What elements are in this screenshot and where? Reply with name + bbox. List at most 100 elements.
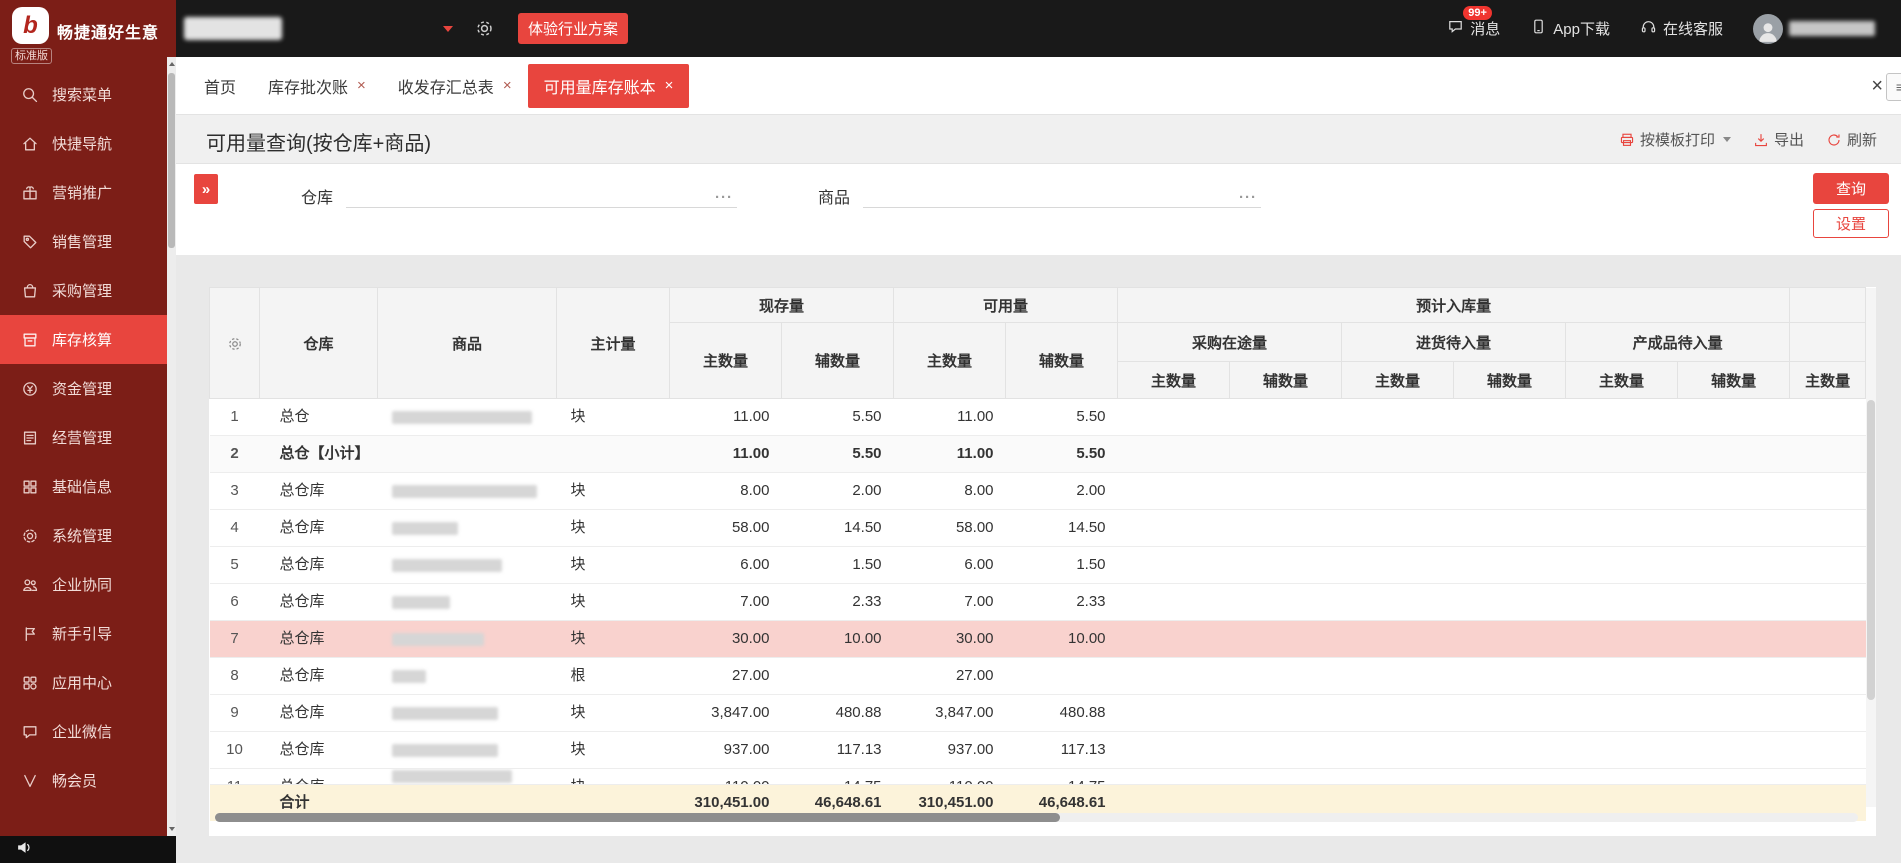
vertical-scrollbar-thumb[interactable] <box>1867 400 1875 700</box>
table-row[interactable]: 2 总仓【小计】 11.00 5.50 11.00 5.50 <box>209 435 1866 473</box>
warehouse-label: 仓库 <box>301 190 334 207</box>
close-tabs-button[interactable]: × <box>1871 74 1883 97</box>
tab-inout-summary[interactable]: 收发存汇总表 × <box>397 77 512 97</box>
online-service-button[interactable]: 在线客服 <box>1640 18 1723 39</box>
product-label: 商品 <box>818 190 851 207</box>
tab-home[interactable]: 首页 <box>204 79 237 97</box>
warehouse-input[interactable]: ··· <box>346 180 737 208</box>
refresh-button[interactable]: 刷新 <box>1826 129 1877 150</box>
page-header: 可用量查询(按仓库+商品) 按模板打印 导出 刷新 <box>176 115 1901 164</box>
sidebar-scrollbar-thumb[interactable] <box>168 73 175 248</box>
product-more-icon[interactable]: ··· <box>1239 189 1257 206</box>
product-name-redacted <box>391 743 498 757</box>
table-row[interactable]: 6 总仓库块 7.00 2.33 7.00 2.33 <box>209 583 1866 621</box>
table-row[interactable]: 1 总仓块 11.00 5.50 11.00 5.50 <box>209 398 1866 436</box>
company-name-redacted[interactable] <box>184 17 282 40</box>
horizontal-scrollbar-thumb[interactable] <box>215 813 1060 822</box>
table-row[interactable]: 9 总仓库块 3,847.00 480.88 3,847.00 480.88 <box>209 694 1866 732</box>
query-button[interactable]: 查询 <box>1813 173 1889 204</box>
product-name-redacted <box>391 410 532 424</box>
sidebar-item-guide[interactable]: 新手引导 <box>0 609 167 658</box>
table-row[interactable]: 5 总仓库块 6.00 1.50 6.00 1.50 <box>209 546 1866 584</box>
avatar[interactable] <box>1753 13 1783 44</box>
user-account[interactable] <box>1753 13 1875 44</box>
product-name-redacted <box>391 484 537 498</box>
sidebar-item-base-info[interactable]: 基础信息 <box>0 462 167 511</box>
horizontal-scrollbar[interactable] <box>215 813 1858 822</box>
expand-filter-button[interactable]: » <box>194 174 218 204</box>
scroll-up-arrow[interactable] <box>168 62 175 66</box>
sidebar-item-marketing[interactable]: 营销推广 <box>0 168 167 217</box>
col-header-qty-main: 主数量 <box>1117 361 1231 399</box>
subgroup-header-receipt: 进货待入量 <box>1341 322 1567 362</box>
sidebar-item-app-center[interactable]: 应用中心 <box>0 658 167 707</box>
table-row[interactable]: 10 总仓库块 937.00 117.13 937.00 117.13 <box>209 731 1866 769</box>
sidebar-item-purchase[interactable]: 采购管理 <box>0 266 167 315</box>
topbar: 体验行业方案 99+ 消息 App下载 在线客服 <box>176 0 1901 57</box>
sidebar-menu: 搜索菜单 快捷导航 营销推广 销售管理 采购管理 库存核算 资金管理 经营管理 基础信息 系统管理… <box>0 70 167 805</box>
operations-icon <box>21 429 39 447</box>
funds-icon <box>21 380 39 398</box>
tab-close-icon[interactable]: × <box>502 77 512 94</box>
username-redacted <box>1789 21 1875 36</box>
sidebar-item-operations[interactable]: 经营管理 <box>0 413 167 462</box>
product-name-redacted <box>391 770 512 783</box>
group-header-available: 可用量 <box>893 287 1119 323</box>
sidebar-item-system[interactable]: 系统管理 <box>0 511 167 560</box>
export-button[interactable]: 导出 <box>1753 129 1804 150</box>
tab-available-ledger[interactable]: 可用量库存账本 × <box>527 63 690 108</box>
settings-gear-icon[interactable] <box>475 19 494 38</box>
trial-solution-button[interactable]: 体验行业方案 <box>518 13 628 44</box>
sidebar-item-member[interactable]: 畅会员 <box>0 756 167 805</box>
sidebar-item-funds[interactable]: 资金管理 <box>0 364 167 413</box>
table-row[interactable]: 7 总仓库块 30.00 10.00 30.00 10.00 <box>209 620 1866 658</box>
table-row[interactable]: 4 总仓库块 58.00 14.50 58.00 14.50 <box>209 509 1866 547</box>
message-icon <box>1447 18 1464 39</box>
filter-panel: » 仓库 ··· 商品 ··· 查询 设置 <box>176 164 1901 255</box>
sidebar: b 畅捷通好生意 标准版 搜索菜单 快捷导航 营销推广 销售管理 采购管理 库存核算 资金管… <box>0 0 176 863</box>
column-settings-gear[interactable] <box>209 287 260 399</box>
print-by-template-button[interactable]: 按模板打印 <box>1619 129 1731 150</box>
vertical-scrollbar[interactable] <box>1866 288 1876 807</box>
tab-batch-ledger[interactable]: 库存批次账 × <box>268 77 366 97</box>
message-badge: 99+ <box>1463 6 1492 20</box>
phone-icon <box>1530 18 1547 39</box>
col-header-qty-aux: 辅数量 <box>1677 361 1791 399</box>
sidebar-scrollbar[interactable] <box>167 57 176 836</box>
group-header-partial <box>1789 287 1867 323</box>
subgroup-header-finished: 产成品待入量 <box>1565 322 1791 362</box>
product-input[interactable]: ··· <box>863 180 1261 208</box>
col-header-qty-main: 主数量 <box>893 322 1007 399</box>
tab-list-icon[interactable]: ≡ <box>1886 73 1901 101</box>
headset-icon <box>1640 18 1657 39</box>
app-download-button[interactable]: App下载 <box>1530 18 1610 39</box>
sidebar-item-search[interactable]: 搜索菜单 <box>0 70 167 119</box>
tab-close-icon[interactable]: × <box>357 77 366 94</box>
table-row[interactable]: 3 总仓库块 8.00 2.00 8.00 2.00 <box>209 472 1866 510</box>
sidebar-item-sales[interactable]: 销售管理 <box>0 217 167 266</box>
subgroup-header-purchase: 采购在途量 <box>1117 322 1343 362</box>
settings-button[interactable]: 设置 <box>1813 209 1889 238</box>
search-icon <box>21 86 39 104</box>
message-button[interactable]: 99+ 消息 <box>1447 6 1500 39</box>
edition-badge: 标准版 <box>11 48 52 64</box>
marketing-icon <box>21 184 39 202</box>
announcement-speaker-icon[interactable] <box>16 839 33 861</box>
collaboration-icon <box>21 576 39 594</box>
sidebar-item-wechat[interactable]: 企业微信 <box>0 707 167 756</box>
product-name-redacted <box>391 558 502 572</box>
sidebar-item-quick-nav[interactable]: 快捷导航 <box>0 119 167 168</box>
print-dropdown-caret[interactable] <box>1722 137 1731 142</box>
company-dropdown-caret[interactable] <box>443 26 453 32</box>
sidebar-item-collaboration[interactable]: 企业协同 <box>0 560 167 609</box>
col-header-qty-aux: 辅数量 <box>1453 361 1567 399</box>
scroll-down-arrow[interactable] <box>168 827 175 831</box>
group-header-stock: 现存量 <box>668 287 895 323</box>
tab-close-icon[interactable]: × <box>664 77 674 94</box>
table-row[interactable]: 8 总仓库根 27.00 27.00 <box>209 657 1866 695</box>
subgroup-header-partial <box>1789 322 1867 362</box>
warehouse-more-icon[interactable]: ··· <box>715 189 733 206</box>
sidebar-item-inventory[interactable]: 库存核算 <box>0 315 167 364</box>
col-header-qty-aux: 辅数量 <box>1005 322 1119 399</box>
